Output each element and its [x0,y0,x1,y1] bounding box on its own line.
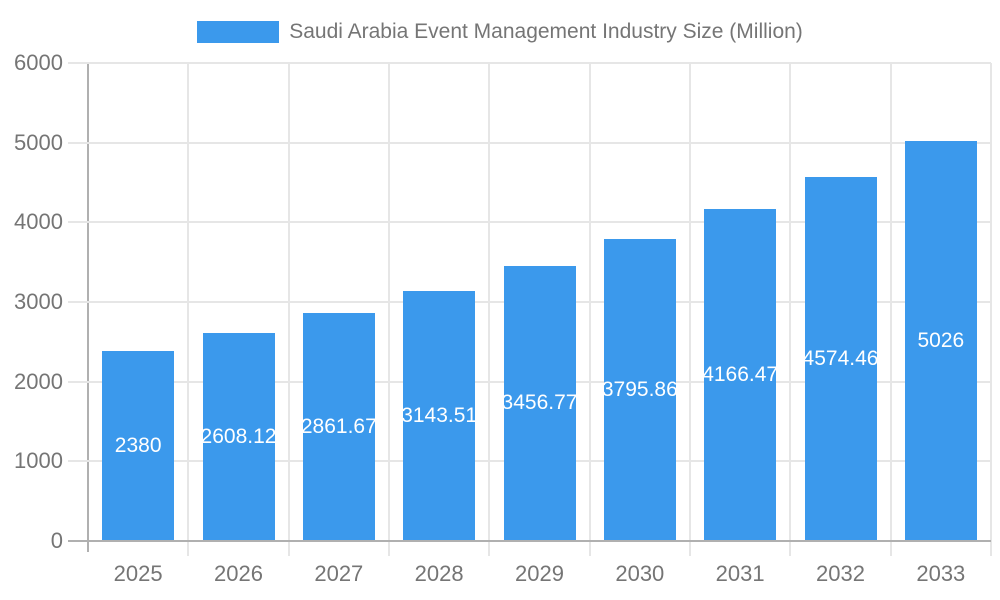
y-tick-label: 6000 [14,50,63,75]
legend-swatch [197,21,280,43]
bar-value-label: 3456.77 [503,391,576,415]
bar[interactable]: 3456.77 [503,265,576,541]
y-axis-line [87,63,89,552]
v-gridline [488,63,491,556]
bar[interactable]: 4166.47 [704,209,777,541]
x-tick-label: 2030 [615,561,665,586]
chart-legend[interactable]: Saudi Arabia Event Management Industry S… [0,21,1000,43]
v-gridline [889,63,892,556]
bar-value-label: 2380 [114,434,162,458]
y-tick-label: 3000 [14,289,63,314]
v-gridline [689,63,691,556]
v-gridline [187,63,190,556]
bar-value-label: 4166.47 [704,363,777,387]
v-gridline [388,63,390,556]
bar-value-label: 5026 [917,328,965,352]
bar-value-label: 2861.67 [302,415,375,439]
bar[interactable]: 5026 [904,140,977,541]
y-tick-label: 5000 [14,129,63,155]
plot-area: 2380 2608.12 2861.67 3143.51 3456.77 3795.86 4… [68,62,992,556]
bar-value-label: 2608.12 [202,425,275,449]
bar-value-label: 3143.51 [403,403,476,427]
x-tick-label: 2028 [414,561,464,586]
bar[interactable]: 4574.46 [804,176,877,541]
bar[interactable]: 3143.51 [403,290,476,541]
y-tick-label: 0 [50,528,63,553]
bar[interactable]: 2380 [102,351,175,541]
v-gridline [789,63,792,556]
v-gridline [990,63,992,556]
y-tick-label: 1000 [14,448,63,474]
x-tick-label: 2032 [816,561,865,586]
bar[interactable]: 3795.86 [603,238,676,541]
y-tick-label: 4000 [14,209,63,235]
x-tick-label: 2026 [214,561,263,586]
x-tick-label: 2029 [515,561,564,586]
x-axis-line [68,540,991,542]
bar-value-label: 3795.86 [603,377,676,401]
bar[interactable]: 2608.12 [202,333,275,541]
bar-value-label: 4574.46 [804,346,877,370]
x-tick-label: 2031 [715,561,765,586]
x-tick-label: 2027 [314,561,364,586]
h-gridline [68,141,991,144]
bar[interactable]: 2861.67 [302,313,375,541]
y-tick-label: 2000 [14,368,63,394]
h-gridline [68,221,991,224]
v-gridline [287,63,290,556]
h-gridline [68,62,991,64]
x-tick-label: 2033 [916,561,966,586]
chart-title: Saudi Arabia Event Management Industry S… [289,20,803,43]
v-gridline [588,63,591,556]
x-tick-label: 2025 [113,561,163,586]
